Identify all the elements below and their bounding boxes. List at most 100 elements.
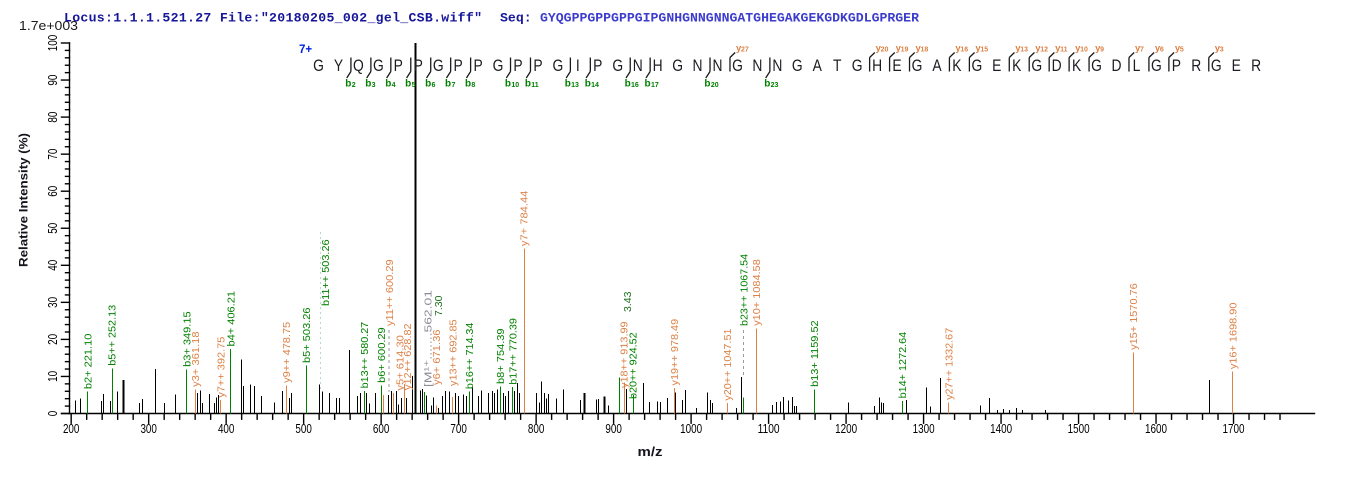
svg-text:b11++ 503.26: b11++ 503.26 — [320, 239, 332, 306]
svg-text:A: A — [813, 57, 823, 75]
svg-text:b: b — [764, 79, 770, 90]
svg-text:4: 4 — [392, 82, 396, 89]
svg-text:400: 400 — [218, 421, 235, 436]
svg-text:y: y — [1075, 43, 1081, 54]
svg-text:G: G — [732, 57, 743, 75]
svg-text:b17++ 770.39: b17++ 770.39 — [507, 318, 519, 385]
svg-text:b6+ 600.29: b6+ 600.29 — [376, 327, 388, 383]
svg-text:11: 11 — [531, 82, 539, 89]
svg-text:Seq:: Seq: — [500, 11, 532, 26]
svg-text:G: G — [433, 57, 444, 75]
svg-text:1000: 1000 — [680, 421, 702, 436]
svg-text:18: 18 — [921, 47, 929, 54]
svg-text:y: y — [1175, 43, 1181, 54]
svg-text:50: 50 — [45, 223, 60, 234]
svg-text:3: 3 — [372, 82, 376, 89]
svg-text:800: 800 — [528, 421, 545, 436]
svg-text:7.30: 7.30 — [433, 295, 445, 316]
svg-text:10: 10 — [45, 371, 60, 382]
svg-text:b8+ 754.39: b8+ 754.39 — [495, 328, 507, 384]
svg-text:H: H — [872, 57, 882, 75]
svg-text:R: R — [1251, 57, 1261, 75]
svg-text:E: E — [992, 57, 1001, 75]
svg-text:y: y — [975, 43, 981, 54]
svg-text:G: G — [852, 57, 863, 75]
svg-text:y: y — [1095, 43, 1101, 54]
svg-text:P: P — [454, 57, 463, 75]
svg-text:1600: 1600 — [1145, 421, 1167, 436]
svg-text:200: 200 — [63, 421, 80, 436]
svg-text:1200: 1200 — [835, 421, 857, 436]
svg-text:D: D — [1111, 57, 1121, 75]
svg-text:6: 6 — [1160, 47, 1164, 54]
svg-text:G: G — [612, 57, 623, 75]
svg-text:b: b — [525, 79, 531, 90]
svg-text:y: y — [1155, 43, 1161, 54]
svg-text:8: 8 — [471, 82, 475, 89]
svg-text:b: b — [445, 79, 451, 90]
svg-text:b: b — [505, 79, 511, 90]
svg-text:D: D — [1052, 57, 1062, 75]
svg-text:2: 2 — [352, 82, 356, 89]
svg-text:b23++ 1067.54: b23++ 1067.54 — [739, 254, 751, 326]
svg-text:7: 7 — [451, 82, 455, 89]
svg-text:b: b — [345, 79, 351, 90]
svg-text:500: 500 — [295, 421, 312, 436]
svg-text:b: b — [565, 79, 571, 90]
svg-text:G: G — [971, 57, 982, 75]
svg-text:y27++ 1332.67: y27++ 1332.67 — [943, 328, 955, 400]
svg-text:13: 13 — [1020, 47, 1028, 54]
svg-text:y: y — [1215, 43, 1221, 54]
svg-text:G: G — [1211, 57, 1222, 75]
svg-text:16: 16 — [631, 82, 639, 89]
svg-text:Y: Y — [334, 57, 343, 75]
svg-text:100: 100 — [45, 35, 60, 52]
svg-text:b20++ 924.52: b20++ 924.52 — [628, 332, 640, 399]
svg-text:60: 60 — [45, 186, 60, 197]
svg-text:14: 14 — [591, 82, 599, 89]
svg-text:Q: Q — [353, 57, 364, 75]
svg-text:N: N — [772, 57, 782, 75]
svg-text:y: y — [876, 43, 882, 54]
svg-text:20: 20 — [711, 82, 719, 89]
svg-text:y10+ 1084.58: y10+ 1084.58 — [751, 259, 763, 326]
svg-text:90: 90 — [45, 75, 60, 86]
svg-text:300: 300 — [140, 421, 157, 436]
svg-text:y16+ 1698.90: y16+ 1698.90 — [1227, 302, 1239, 369]
svg-text:b5+ 503.26: b5+ 503.26 — [301, 307, 313, 363]
svg-text:b13+ 1159.52: b13+ 1159.52 — [809, 320, 821, 387]
svg-text:m/z: m/z — [638, 445, 663, 459]
svg-text:b14+ 1272.64: b14+ 1272.64 — [897, 332, 909, 399]
svg-text:9: 9 — [1100, 47, 1104, 54]
svg-text:G: G — [792, 57, 803, 75]
svg-text:1100: 1100 — [758, 421, 780, 436]
svg-text:1500: 1500 — [1068, 421, 1090, 436]
svg-text:Locus:1.1.1.521.27 File:"20180: Locus:1.1.1.521.27 File:"20180205_002_ge… — [64, 11, 482, 26]
svg-text:G: G — [912, 57, 923, 75]
svg-text:N: N — [633, 57, 643, 75]
svg-text:b: b — [585, 79, 591, 90]
svg-text:b: b — [465, 79, 471, 90]
svg-text:600: 600 — [373, 421, 390, 436]
svg-text:12: 12 — [1040, 47, 1048, 54]
svg-text:70: 70 — [45, 149, 60, 160]
svg-text:b2+ 221.10: b2+ 221.10 — [82, 333, 94, 389]
svg-text:3.43: 3.43 — [622, 291, 634, 312]
svg-text:10: 10 — [1080, 47, 1088, 54]
svg-text:K: K — [1012, 57, 1021, 75]
svg-text:y: y — [1035, 43, 1041, 54]
svg-text:b: b — [365, 79, 371, 90]
svg-text:y: y — [1055, 43, 1061, 54]
svg-text:b4+ 406.21: b4+ 406.21 — [226, 291, 238, 347]
svg-text:y6+ 671.36: y6+ 671.36 — [431, 329, 443, 385]
svg-text:Relative Intensity (%): Relative Intensity (%) — [17, 133, 31, 267]
svg-text:27: 27 — [741, 47, 749, 54]
svg-text:b: b — [425, 79, 431, 90]
svg-text:b: b — [385, 79, 391, 90]
svg-text:y15+ 1570.76: y15+ 1570.76 — [1128, 283, 1140, 350]
svg-text:G: G — [672, 57, 683, 75]
svg-text:G: G — [553, 57, 564, 75]
svg-text:N: N — [752, 57, 762, 75]
svg-text:11: 11 — [1060, 47, 1068, 54]
svg-text:L: L — [1133, 57, 1141, 75]
